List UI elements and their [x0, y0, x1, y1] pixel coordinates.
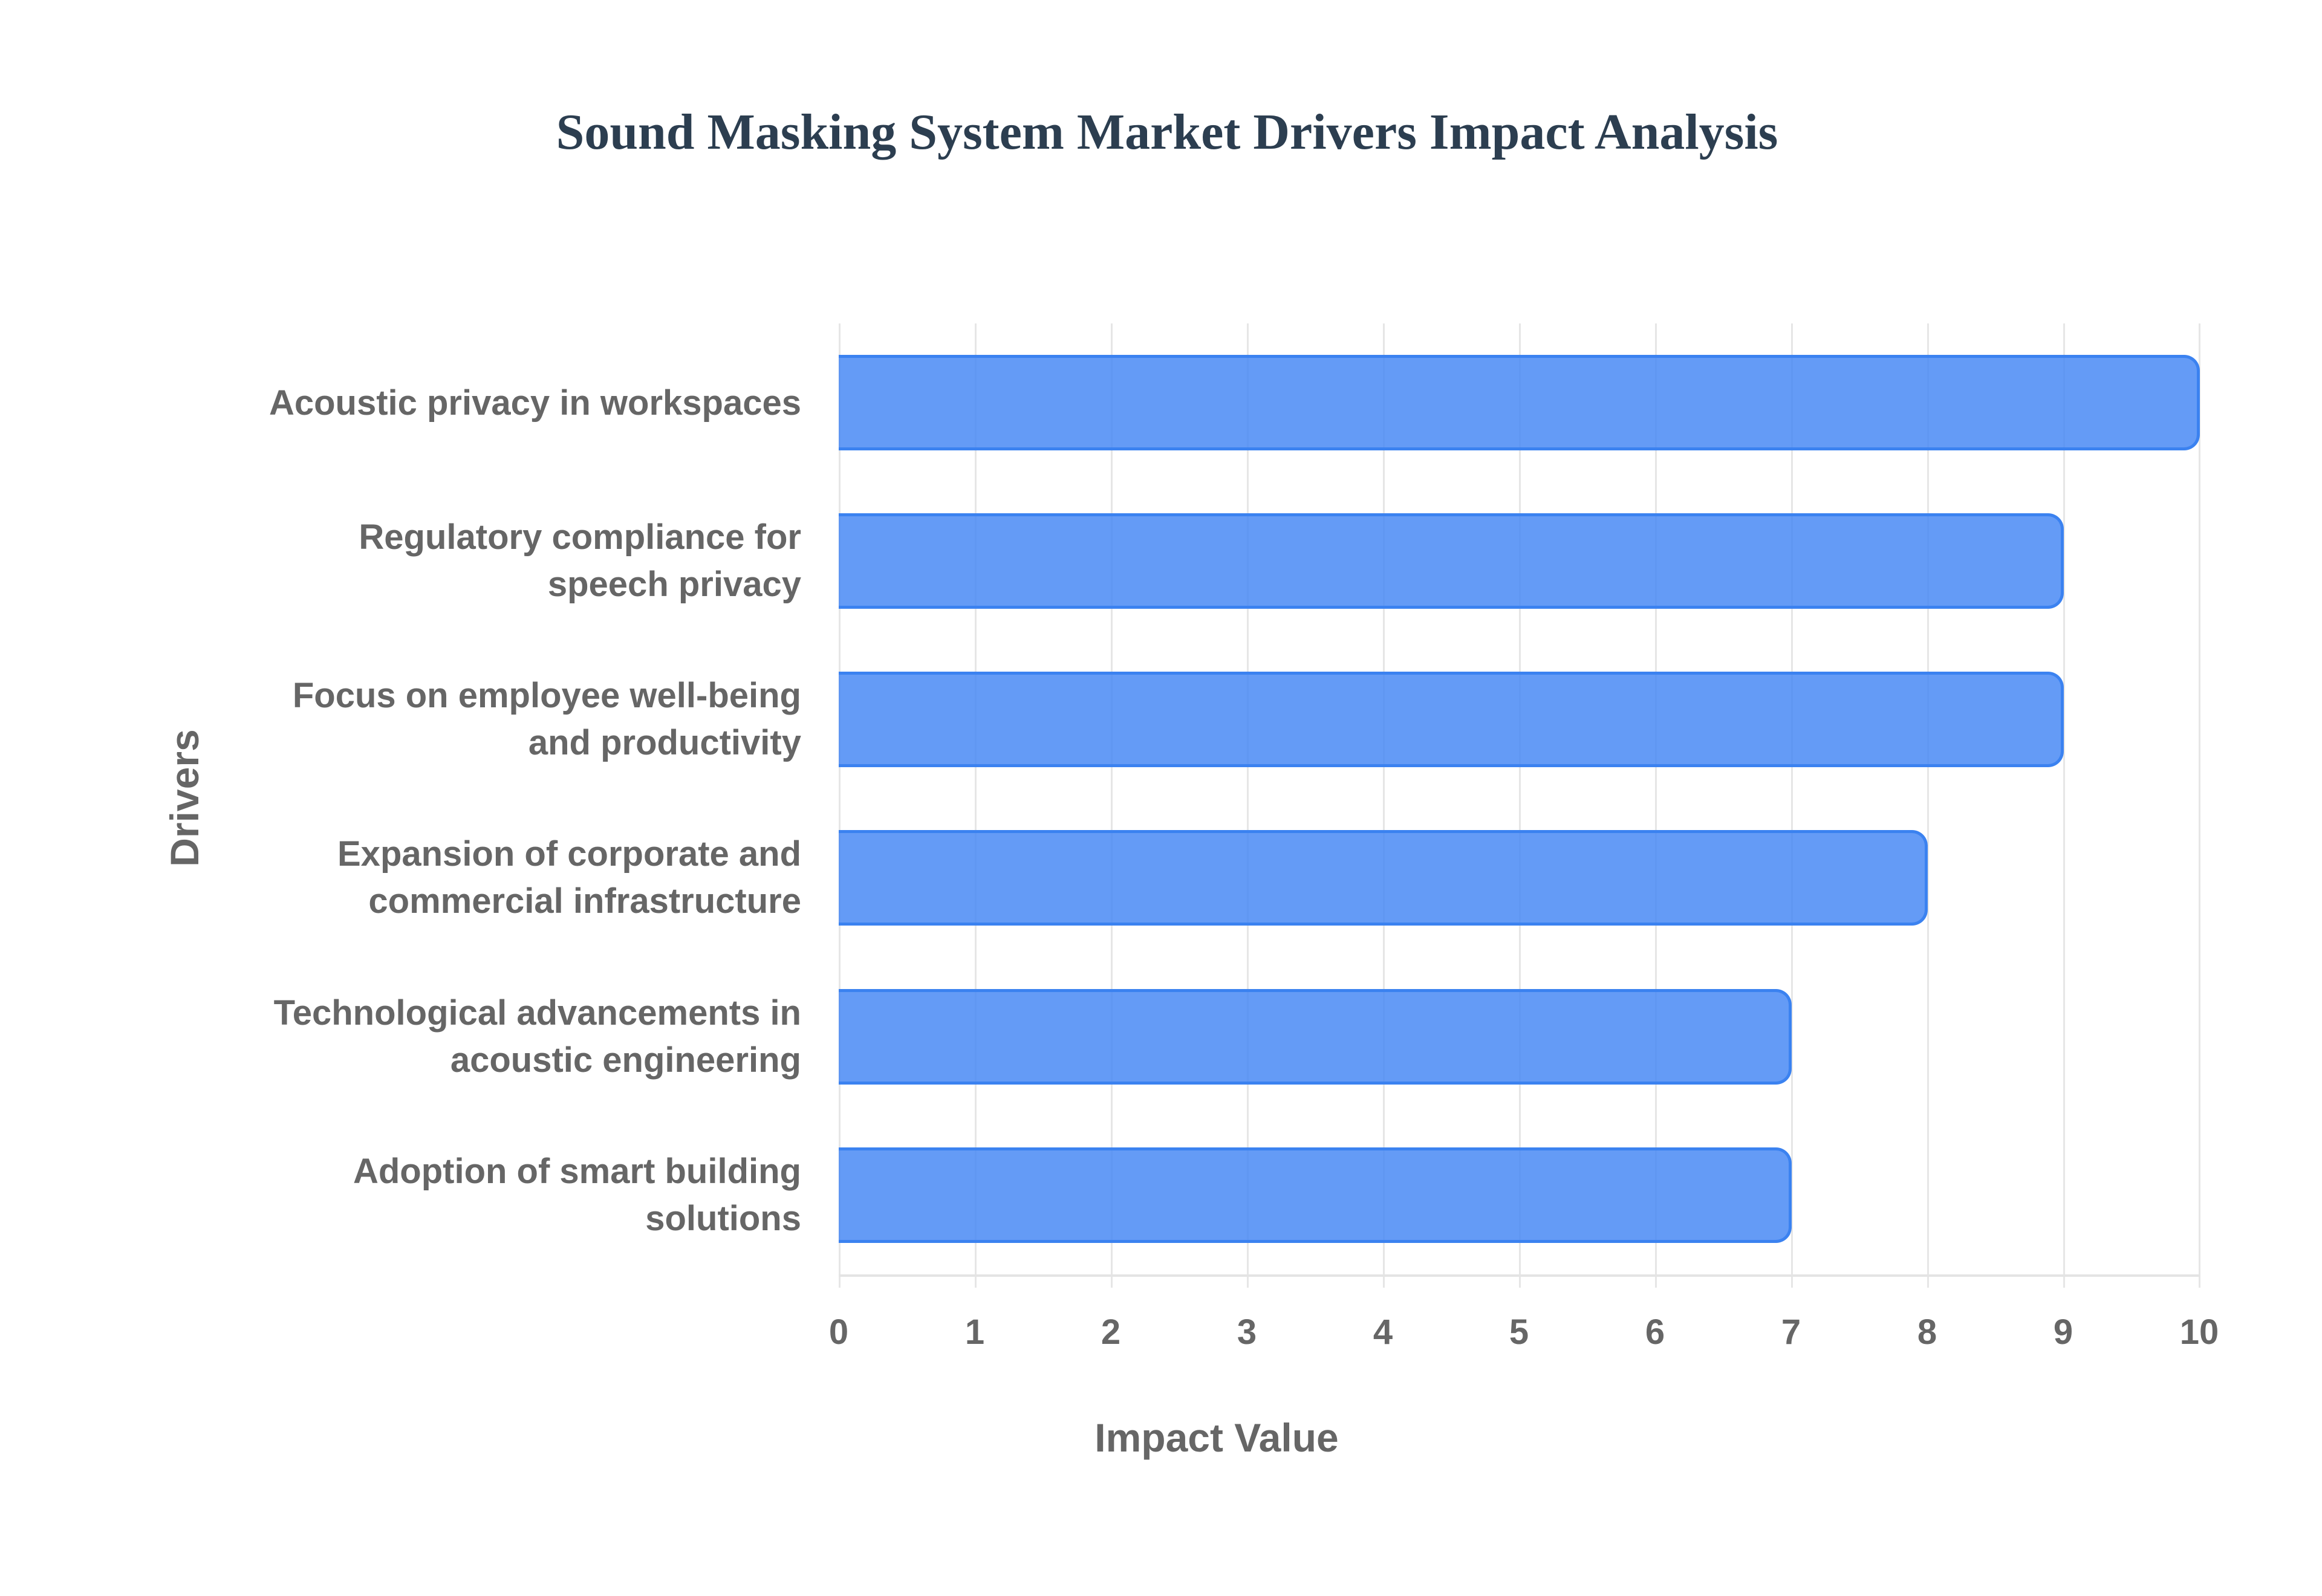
bar-corporate-expansion[interactable] [839, 830, 1928, 926]
bar-tech-advancements[interactable] [839, 989, 1792, 1085]
x-tick-label: 3 [1237, 1312, 1257, 1352]
bar-smart-building[interactable] [839, 1147, 1792, 1243]
y-tick-label-line: Acoustic privacy in workspaces [268, 383, 801, 423]
x-tick-label: 5 [1509, 1312, 1529, 1352]
gridline-10 [2199, 323, 2200, 1288]
y-tick-label-line: Technological advancements in [273, 993, 801, 1033]
x-tick-label: 8 [1917, 1312, 1937, 1352]
x-tick-label: 2 [1101, 1312, 1121, 1352]
y-tick-label: Adoption of smart building solutions [136, 1148, 801, 1242]
gridline-7 [1791, 323, 1793, 1288]
y-tick-label: Technological advancements in acoustic e… [136, 990, 801, 1084]
y-tick-label-line: and productivity [528, 723, 801, 762]
bar-regulatory-compliance[interactable] [839, 513, 2064, 609]
bar-employee-wellbeing[interactable] [839, 672, 2064, 767]
y-tick-label: Regulatory compliance for speech privacy [136, 514, 801, 608]
y-tick-label-line: Focus on employee well-being [292, 676, 801, 715]
y-tick-label-line: Adoption of smart building [353, 1152, 801, 1191]
x-tick-label: 4 [1373, 1312, 1393, 1352]
x-tick-label: 9 [2053, 1312, 2073, 1352]
gridline-8 [1927, 323, 1929, 1288]
y-tick-label-line: solutions [645, 1199, 801, 1238]
plot-area [839, 323, 2200, 1288]
x-axis-line [839, 1274, 2200, 1277]
gridline-9 [2063, 323, 2065, 1288]
chart-title: Sound Masking System Market Drivers Impa… [556, 104, 1778, 160]
y-tick-label-line: Regulatory compliance for [359, 517, 801, 557]
y-tick-label: Expansion of corporate and commercial in… [136, 831, 801, 925]
y-tick-label-line: Expansion of corporate and [337, 834, 801, 874]
x-tick-label: 0 [828, 1312, 849, 1352]
x-axis-title: Impact Value [1094, 1415, 1339, 1460]
y-tick-label-line: commercial infrastructure [368, 881, 801, 921]
y-tick-label-line: speech privacy [547, 565, 801, 604]
y-tick-label-line: acoustic engineering [450, 1040, 801, 1080]
x-tick-label: 10 [2179, 1312, 2219, 1352]
gridline-4 [1383, 323, 1385, 1288]
y-tick-label: Focus on employee well-being and product… [136, 672, 801, 767]
gridline-3 [1247, 323, 1249, 1288]
x-tick-label: 1 [964, 1312, 985, 1352]
x-tick-label: 7 [1781, 1312, 1801, 1352]
gridline-2 [1111, 323, 1113, 1288]
y-tick-label: Acoustic privacy in workspaces [136, 380, 801, 427]
gridline-5 [1519, 323, 1521, 1288]
bar-acoustic-privacy[interactable] [839, 355, 2200, 450]
gridline-1 [975, 323, 977, 1288]
x-tick-label: 6 [1645, 1312, 1665, 1352]
gridline-6 [1655, 323, 1657, 1288]
gridline-0 [839, 323, 841, 1288]
